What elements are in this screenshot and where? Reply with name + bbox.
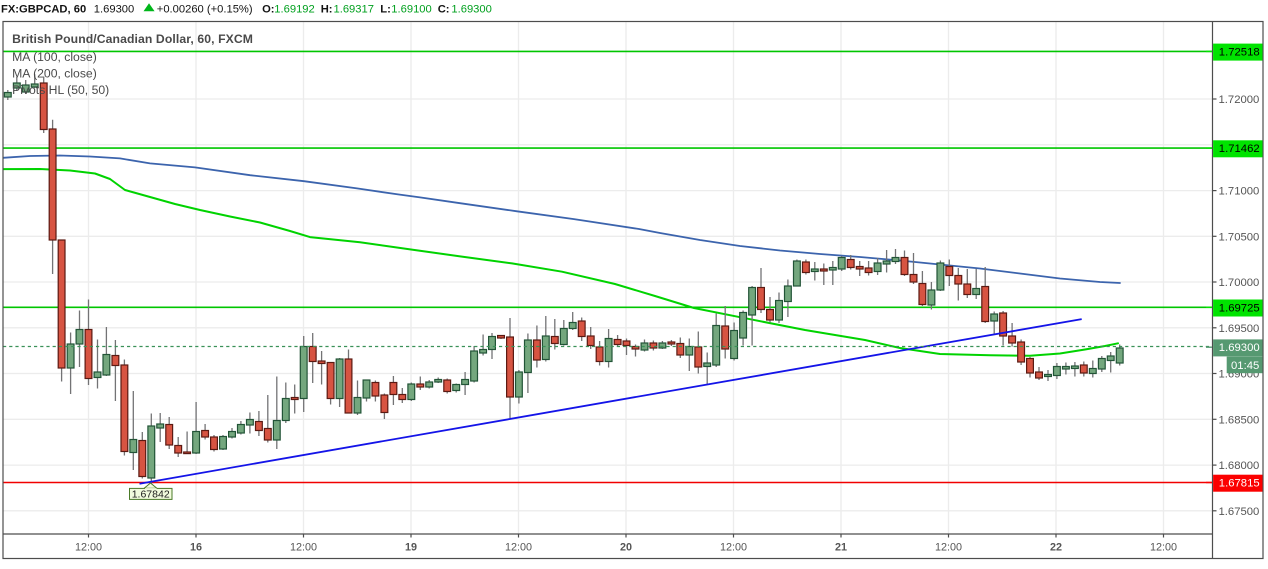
svg-text:1.69192: 1.69192 xyxy=(274,3,314,15)
svg-text:12:00: 12:00 xyxy=(505,542,532,554)
svg-text:+0.00260 (+0.15%): +0.00260 (+0.15%) xyxy=(157,3,253,15)
svg-text:Pivots HL (50, 50): Pivots HL (50, 50) xyxy=(12,83,109,97)
svg-text:1.69300: 1.69300 xyxy=(1219,342,1260,354)
svg-text:19: 19 xyxy=(405,542,417,554)
svg-text:1.69300: 1.69300 xyxy=(451,3,491,15)
svg-text:22: 22 xyxy=(1050,542,1062,554)
svg-text:16: 16 xyxy=(190,542,202,554)
svg-text:12:00: 12:00 xyxy=(290,542,317,554)
svg-text:1.70500: 1.70500 xyxy=(1219,231,1260,243)
svg-text:1.72518: 1.72518 xyxy=(1219,46,1260,58)
svg-text:1.68500: 1.68500 xyxy=(1219,414,1260,426)
svg-text:20: 20 xyxy=(620,542,632,554)
svg-text:12:00: 12:00 xyxy=(935,542,962,554)
svg-text:C:: C: xyxy=(438,3,450,15)
svg-text:1.69317: 1.69317 xyxy=(334,3,374,15)
svg-text:1.70000: 1.70000 xyxy=(1219,277,1260,289)
svg-text:L:: L: xyxy=(380,3,391,15)
svg-text:MA (100, close): MA (100, close) xyxy=(12,50,97,64)
svg-text:1.67500: 1.67500 xyxy=(1219,506,1260,518)
svg-text:1.69300: 1.69300 xyxy=(94,3,134,15)
svg-text:1.69725: 1.69725 xyxy=(1219,302,1260,314)
svg-text:1.67842: 1.67842 xyxy=(132,488,170,500)
svg-text:1.67815: 1.67815 xyxy=(1219,478,1260,490)
svg-text:12:00: 12:00 xyxy=(75,542,102,554)
svg-text:1.69100: 1.69100 xyxy=(391,3,431,15)
svg-text:British Pound/Canadian Dollar,: British Pound/Canadian Dollar, 60, FXCM xyxy=(12,32,253,46)
svg-text:01:45: 01:45 xyxy=(1231,360,1259,372)
svg-text:MA (200, close): MA (200, close) xyxy=(12,66,97,80)
svg-text:1.68000: 1.68000 xyxy=(1219,460,1260,472)
svg-text:H:: H: xyxy=(321,3,333,15)
svg-text:12:00: 12:00 xyxy=(720,542,747,554)
svg-text:1.69500: 1.69500 xyxy=(1219,323,1260,335)
svg-text:FX:GBPCAD, 60: FX:GBPCAD, 60 xyxy=(1,3,86,15)
svg-text:1.71462: 1.71462 xyxy=(1219,143,1260,155)
svg-text:12:00: 12:00 xyxy=(1150,542,1177,554)
svg-text:21: 21 xyxy=(835,542,847,554)
svg-text:1.72000: 1.72000 xyxy=(1219,94,1260,106)
svg-text:O:: O: xyxy=(262,3,274,15)
svg-text:1.71000: 1.71000 xyxy=(1219,186,1260,198)
